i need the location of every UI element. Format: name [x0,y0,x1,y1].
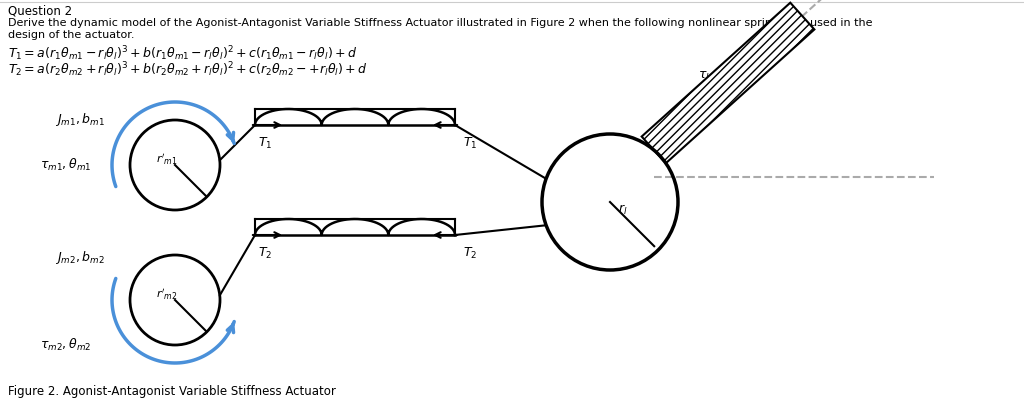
Text: $T_1$: $T_1$ [463,135,477,150]
Text: $J_{m2}, b_{m2}$: $J_{m2}, b_{m2}$ [55,249,104,265]
Text: $r'_{m2}$: $r'_{m2}$ [157,288,178,302]
Text: $T_2$: $T_2$ [258,245,272,260]
Text: $T_2$: $T_2$ [463,245,477,260]
Text: $\tau_{m2}, \theta_{m2}$: $\tau_{m2}, \theta_{m2}$ [40,337,91,353]
Text: Derive the dynamic model of the Agonist-Antagonist Variable Stiffness Actuator i: Derive the dynamic model of the Agonist-… [8,18,872,28]
Text: Question 2: Question 2 [8,5,72,18]
Text: $r_l$: $r_l$ [618,203,628,217]
Polygon shape [642,3,814,163]
Text: Figure 2. Agonist-Antagonist Variable Stiffness Actuator: Figure 2. Agonist-Antagonist Variable St… [8,385,336,398]
Text: design of the actuator.: design of the actuator. [8,30,134,40]
Text: $T_1 = a(r_1\theta_{m1} - r_l\theta_l)^3 + b(r_1\theta_{m1} - r_l\theta_l)^2 + c: $T_1 = a(r_1\theta_{m1} - r_l\theta_l)^3… [8,44,357,63]
Text: $r'_{m1}$: $r'_{m1}$ [157,152,178,168]
Text: $J_{m1}, b_{m1}$: $J_{m1}, b_{m1}$ [55,111,104,129]
Text: $T_2 = a(r_2\theta_{m2} + r_l\theta_l)^3 + b(r_2\theta_{m2} + r_l\theta_l)^2 + c: $T_2 = a(r_2\theta_{m2} + r_l\theta_l)^3… [8,60,368,79]
Text: $\tau_l, \theta_l$: $\tau_l, \theta_l$ [698,67,727,83]
Text: $\tau_{m1}, \theta_{m1}$: $\tau_{m1}, \theta_{m1}$ [40,157,91,173]
Text: $T_1$: $T_1$ [258,135,272,150]
